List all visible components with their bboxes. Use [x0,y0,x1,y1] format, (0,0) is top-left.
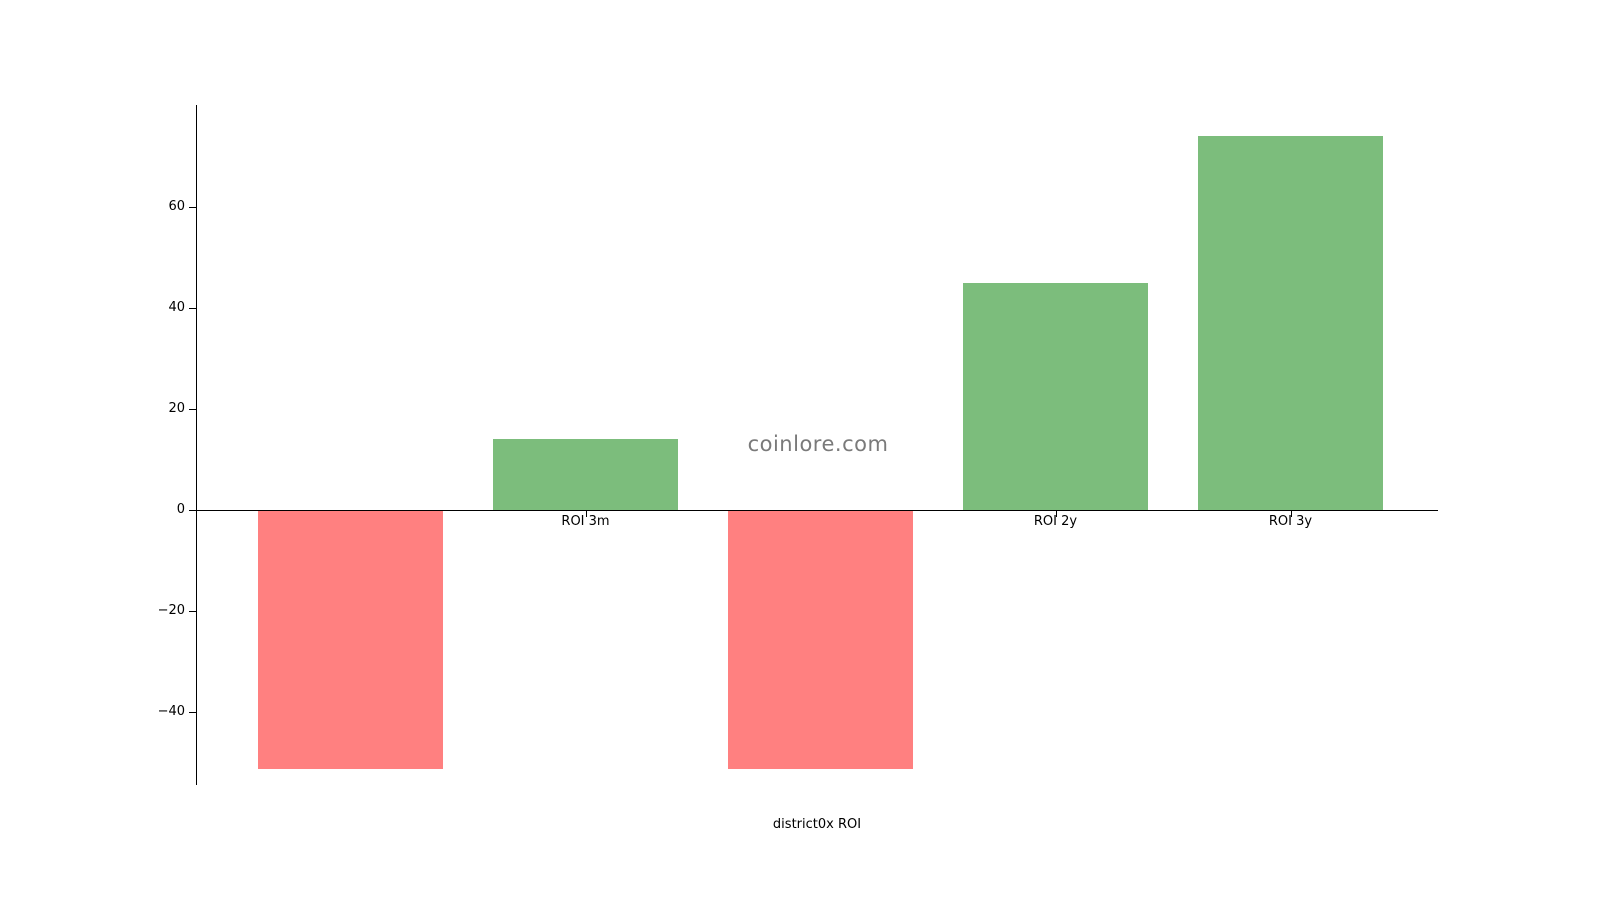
x-tick-mark [1290,511,1292,517]
y-tick-label: −40 [157,704,185,719]
y-axis-spine [196,105,197,785]
x-tick-mark [585,511,587,517]
bar-roi-2y [963,282,1148,510]
x-tick-label: ROI 3y [1268,514,1313,529]
y-tick-label: 40 [168,300,185,315]
y-tick-label: 20 [168,401,185,416]
y-tick-mark [189,510,196,511]
y-tick-mark [189,308,196,309]
x-tick-mark [1055,511,1057,517]
y-tick-mark [189,712,196,713]
y-tick-label: −20 [157,603,185,618]
x-axis-title: district0x ROI [772,817,862,832]
x-tick-label: ROI 2y [1033,514,1078,529]
x-axis-line [196,510,1438,511]
y-tick-label: 0 [176,502,185,517]
bar-segment-0 [258,511,443,769]
bar-roi-3m [493,439,678,510]
x-tick-label: ROI 3m [561,514,610,529]
y-tick-mark [189,207,196,208]
watermark: coinlore.com [747,432,889,456]
y-tick-label: 60 [168,199,185,214]
bar-roi-3y [1198,136,1383,510]
bar-segment-2 [728,511,913,769]
y-tick-mark [189,409,196,410]
y-tick-mark [189,611,196,612]
